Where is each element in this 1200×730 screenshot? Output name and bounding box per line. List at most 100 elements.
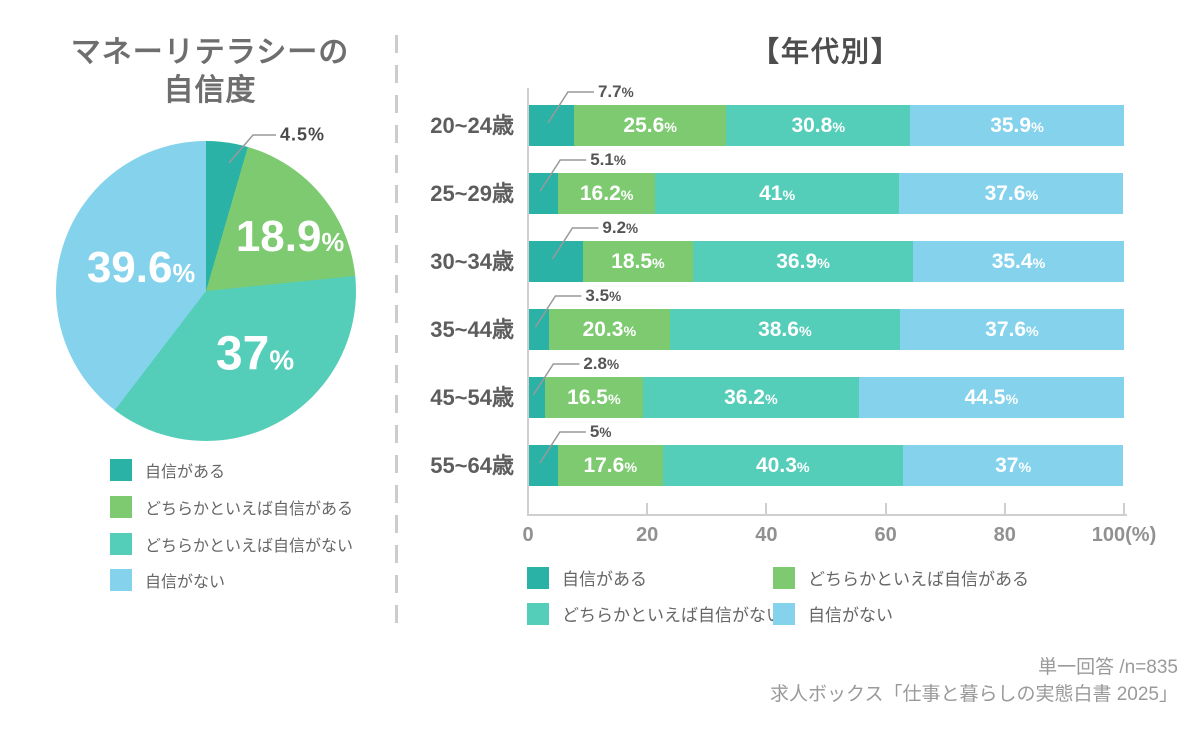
legend-label: 自信がない (808, 606, 893, 625)
percent-sign: % (664, 119, 677, 136)
pie-legend-item: どちらかといえば自信がない (110, 532, 353, 556)
bar-row: 17.6% 40.3% 37% (528, 445, 1124, 486)
x-axis-tick (646, 503, 649, 514)
legend-swatch (110, 496, 132, 518)
value-text: 7.7 (597, 82, 622, 101)
x-axis-tick-label: 20 (636, 524, 659, 546)
pie-legend-item: 自信がない (110, 568, 225, 592)
legend-swatch (110, 533, 132, 555)
bar-callout-value-label: 9.2% (602, 218, 638, 238)
x-axis-tick (1123, 503, 1125, 514)
value-text: 38.6 (758, 317, 799, 341)
x-axis-tick-label: 80 (993, 524, 1016, 546)
bar-segment-value-label: 37.6% (985, 318, 1039, 342)
bar-segment-value-label: 36.2% (724, 386, 778, 410)
bar-segment: 17.6% (557, 445, 663, 486)
bar-row-label: 25~29歳 (430, 181, 514, 206)
pie-slice-value-label: 18.9% (236, 212, 344, 262)
value-text: 35.4 (991, 249, 1033, 273)
bar-segment-value-label: 35.4% (992, 250, 1046, 274)
percent-sign: % (626, 221, 639, 236)
percent-sign: % (609, 289, 622, 304)
percent-sign: % (798, 323, 812, 340)
value-text: 37.6 (985, 317, 1027, 341)
value-text: 16.5 (567, 385, 608, 409)
value-text: 9.2 (602, 218, 627, 237)
bar-segment-value-label: 30.8% (791, 114, 845, 138)
percent-sign: % (308, 124, 326, 145)
percent-sign: % (623, 323, 637, 340)
bar-segment: 37.6% (899, 309, 1124, 350)
bar-segment-value-label: 41% (759, 182, 795, 206)
value-text: 18.9 (235, 212, 322, 261)
percent-sign: % (613, 153, 626, 168)
pie-chart (56, 141, 356, 441)
x-axis-tick-label: 60 (874, 524, 897, 546)
percent-sign: % (652, 255, 665, 272)
bar-row-label: 45~54歳 (430, 385, 514, 410)
value-text: 37 (995, 453, 1019, 477)
legend-swatch (527, 602, 549, 625)
legend-label: どちらかといえば自信がある (808, 570, 1029, 589)
bar-segment: 16.5% (544, 377, 644, 418)
bar-segment (528, 377, 545, 418)
bar-segment-value-label: 18.5% (611, 250, 665, 274)
bar-legend-item: どちらかといえば自信がある (773, 565, 1029, 590)
bar-segment: 41% (654, 173, 900, 214)
value-text: 40.3 (756, 453, 797, 477)
value-text: 37 (215, 327, 270, 381)
bar-segment: 35.4% (913, 241, 1124, 282)
bar-segment (528, 173, 559, 214)
pie-title-line1: マネーリテラシーの (70, 36, 350, 69)
x-axis-tick-label: 100(%) (1091, 524, 1157, 546)
percent-sign: % (817, 255, 830, 272)
bar-legend-item: 自信がない (773, 601, 893, 626)
bar-segment: 36.2% (643, 377, 859, 418)
bar-segment (528, 309, 549, 350)
value-text: 35.9 (990, 113, 1032, 137)
y-axis-line (527, 88, 529, 516)
legend-swatch (773, 566, 795, 589)
bar-segment-value-label: 44.5% (965, 386, 1019, 410)
legend-swatch (110, 459, 132, 481)
value-text: 3.5 (585, 286, 610, 305)
pie-callout-value-label: 4.5% (280, 125, 325, 146)
x-axis-tick (765, 503, 768, 514)
percent-sign: % (269, 344, 295, 376)
value-text: 20.3 (582, 317, 624, 341)
bar-segment: 37% (902, 445, 1124, 486)
value-text: 5.1 (590, 150, 614, 169)
legend-label: 自信がない (145, 574, 226, 591)
percent-sign: % (1025, 187, 1039, 204)
bar-row: 18.5% 36.9% 35.4% (528, 241, 1124, 282)
value-text: 25.6 (623, 113, 665, 137)
legend-label: どちらかといえば自信がある (145, 501, 354, 518)
bar-row-label: 35~44歳 (430, 317, 514, 342)
percent-sign: % (1026, 323, 1039, 340)
pie-slice-value-label: 39.6% (87, 243, 195, 293)
percent-sign: % (621, 85, 634, 100)
bar-callout-value-label: 5.1% (590, 150, 626, 170)
value-text: 2.8 (583, 354, 607, 373)
source-note-line2: 求人ボックス「仕事と暮らしの実態白書 2025」 (770, 684, 1178, 705)
bar-callout-value-label: 3.5% (585, 286, 621, 306)
bar-segment: 20.3% (548, 309, 670, 350)
bar-segment-value-label: 16.5% (567, 386, 621, 410)
bar-segment: 44.5% (858, 377, 1124, 418)
bar-segment-value-label: 25.6% (623, 114, 677, 138)
pie-title-line2: 自信度 (163, 74, 257, 107)
value-text: 17.6 (583, 453, 625, 477)
percent-sign: % (321, 229, 345, 257)
value-text: 18.5 (611, 249, 653, 273)
bar-segment (528, 241, 583, 282)
bar-callout-value-label: 7.7% (598, 82, 634, 102)
bar-legend-item: どちらかといえば自信がない (527, 601, 783, 626)
value-text: 30.8 (791, 113, 833, 137)
bar-chart-title: 【年代別】 (750, 36, 901, 67)
pie-legend-item: 自信がある (110, 458, 225, 482)
bar-segment-value-label: 17.6% (583, 454, 637, 478)
bar-row-label: 30~34歳 (430, 249, 514, 274)
value-text: 36.2 (724, 385, 765, 409)
bar-callout-value-label: 2.8% (583, 354, 619, 374)
legend-label: どちらかといえば自信がない (145, 538, 354, 555)
